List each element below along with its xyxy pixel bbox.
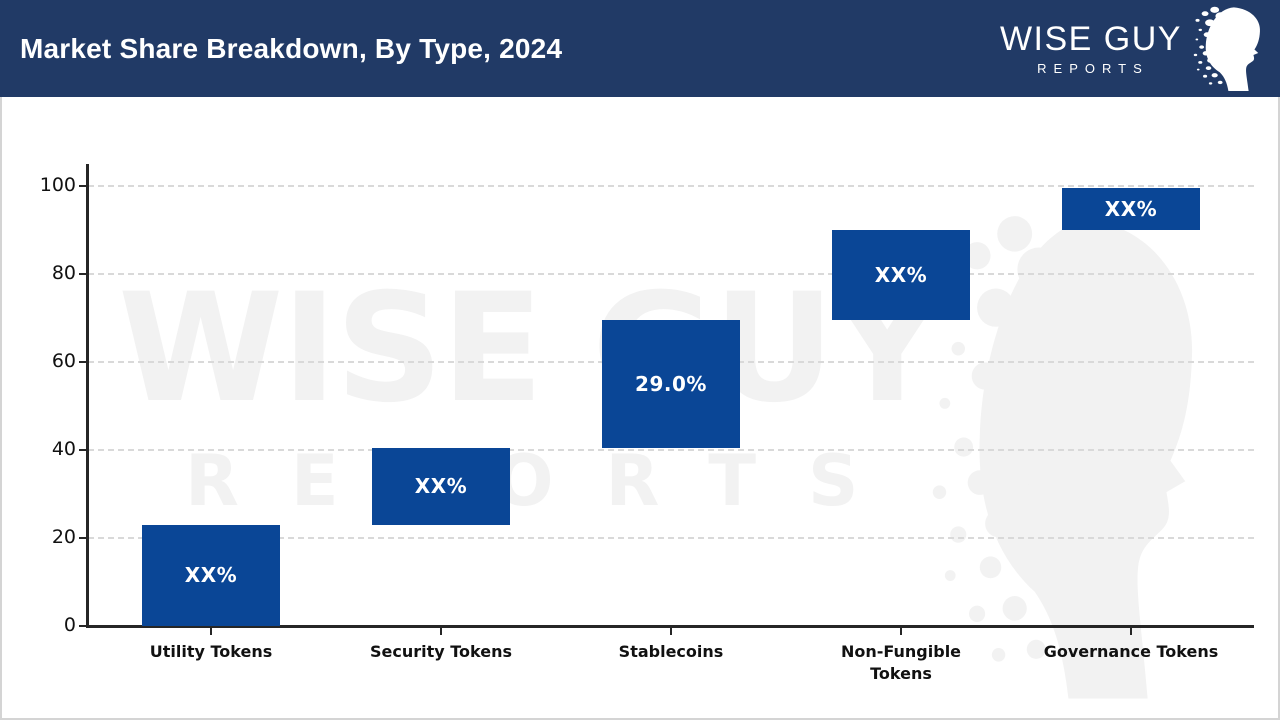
y-tick-mark bbox=[79, 625, 87, 627]
y-tick-label: 100 bbox=[39, 173, 76, 196]
bar-segment: 29.0% bbox=[602, 319, 740, 448]
bar-value-label: XX% bbox=[874, 262, 928, 287]
gridline-20 bbox=[88, 536, 1254, 539]
gridline-100 bbox=[88, 184, 1254, 187]
y-tick-mark bbox=[79, 272, 87, 275]
y-tick-mark bbox=[79, 184, 87, 187]
bar-segment: XX% bbox=[142, 524, 280, 626]
bar-segment: XX% bbox=[372, 447, 510, 525]
y-tick-label: 60 bbox=[51, 349, 76, 372]
logo-text: WISE GUY REPORTS bbox=[1000, 22, 1182, 75]
y-tick-label: 80 bbox=[51, 261, 76, 284]
logo-wordmark: WISE GUY bbox=[999, 20, 1182, 58]
page-title: Market Share Breakdown, By Type, 2024 bbox=[20, 32, 563, 64]
bar-segment: XX% bbox=[832, 229, 970, 320]
y-tick-label: 0 bbox=[63, 614, 76, 636]
bar-segment: XX% bbox=[1062, 187, 1200, 230]
x-tick-mark bbox=[210, 627, 212, 635]
x-tick-mark bbox=[670, 627, 672, 635]
x-tick-label: Stablecoins bbox=[618, 642, 724, 661]
x-tick-label: Utility Tokens bbox=[149, 642, 273, 661]
bar-value-label: 29.0% bbox=[635, 371, 707, 396]
y-tick-mark bbox=[79, 360, 87, 363]
y-tick-mark bbox=[79, 536, 87, 539]
brand-logo: WISE GUY REPORTS bbox=[1000, 6, 1262, 92]
bar-value-label: XX% bbox=[184, 563, 238, 588]
y-tick-label: 20 bbox=[51, 525, 76, 548]
logo-subtext: REPORTS bbox=[1037, 61, 1149, 76]
x-tick-label: Non-Fungible Tokens bbox=[840, 642, 962, 683]
x-tick-mark bbox=[440, 627, 442, 635]
x-tick-mark bbox=[1130, 627, 1132, 635]
bar-value-label: XX% bbox=[1104, 196, 1158, 221]
bar-value-label: XX% bbox=[414, 474, 468, 499]
header-bar: Market Share Breakdown, By Type, 2024 WI… bbox=[0, 0, 1280, 97]
y-tick-label: 40 bbox=[51, 437, 76, 460]
x-tick-label: Governance Tokens bbox=[1043, 642, 1219, 661]
y-tick-mark bbox=[79, 448, 87, 451]
y-axis bbox=[86, 164, 89, 628]
x-axis bbox=[86, 625, 1254, 628]
x-tick-label: Security Tokens bbox=[369, 642, 513, 661]
gridline-80 bbox=[88, 272, 1254, 275]
gridline-40 bbox=[88, 448, 1254, 451]
x-tick-mark bbox=[900, 627, 902, 635]
